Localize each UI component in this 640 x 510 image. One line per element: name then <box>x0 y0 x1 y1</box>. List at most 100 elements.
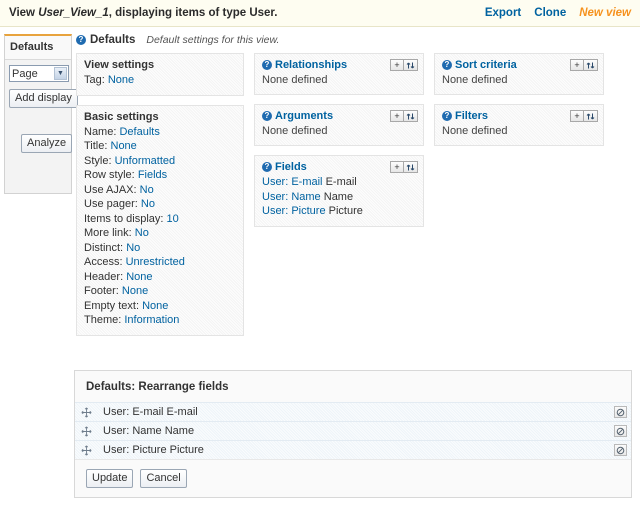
table-row[interactable]: User: Picture Picture <box>75 440 631 459</box>
setting-value-style[interactable]: Unformatted <box>114 154 176 167</box>
setting-label: Row style: <box>84 169 135 181</box>
setting-label: Tag: <box>84 74 105 86</box>
arguments-box: + ? Arguments None defined <box>254 104 424 146</box>
field-link-picture[interactable]: User: Picture <box>262 205 326 217</box>
setting-value-theme[interactable]: Information <box>124 314 180 326</box>
rearrange-fields-icon[interactable] <box>404 161 418 173</box>
sidebar-title: Defaults <box>5 36 71 60</box>
add-field-button[interactable]: + <box>390 161 404 173</box>
setting-label: Use AJAX: <box>84 183 137 196</box>
setting-value-name[interactable]: Defaults <box>119 125 160 138</box>
drag-handle-icon[interactable] <box>81 444 92 456</box>
setting-row: Empty text: None <box>84 299 236 314</box>
arguments-title[interactable]: ? Arguments <box>262 110 416 122</box>
rearrange-fields-title: Defaults: Rearrange fields <box>86 381 229 393</box>
relationships-box: + ? Relationships None defined <box>254 53 424 95</box>
add-display-button[interactable]: Add display <box>9 89 78 108</box>
setting-value-use-ajax[interactable]: No <box>139 183 154 196</box>
field-link-name[interactable]: User: Name <box>262 190 321 203</box>
arguments-title-label: Arguments <box>275 110 334 122</box>
export-link[interactable]: Export <box>484 7 522 19</box>
help-icon[interactable]: ? <box>262 111 272 121</box>
help-icon[interactable]: ? <box>262 60 272 70</box>
rearrange-arguments-icon[interactable] <box>404 110 418 122</box>
setting-row: Style: Unformatted <box>84 154 236 169</box>
setting-value-items-to-display[interactable]: 10 <box>166 212 179 225</box>
sidebar-body: Page ▼ Add display Analyze <box>5 60 78 157</box>
setting-value-row-style[interactable]: Fields <box>137 169 168 181</box>
setting-row: Use pager: No <box>84 197 236 212</box>
filters-empty: None defined <box>442 125 508 137</box>
rearrange-filters-icon[interactable] <box>584 110 598 122</box>
field-link-email[interactable]: User: E-mail <box>262 176 323 188</box>
setting-value-title[interactable]: None <box>110 140 137 152</box>
setting-value-footer[interactable]: None <box>121 285 149 297</box>
display-settings-header: ? Defaults Default settings for this vie… <box>76 32 632 53</box>
filters-title[interactable]: ? Filters <box>442 110 596 122</box>
setting-value-access[interactable]: Unrestricted <box>125 256 185 268</box>
table-row[interactable]: User: Name Name <box>75 421 631 440</box>
remove-field-icon[interactable] <box>614 444 627 456</box>
add-relationship-button[interactable]: + <box>390 59 404 71</box>
drag-handle-icon[interactable] <box>81 425 92 437</box>
remove-field-icon[interactable] <box>614 425 627 437</box>
setting-value-more-link[interactable]: No <box>134 227 149 239</box>
sort-criteria-title[interactable]: ? Sort criteria <box>442 59 596 71</box>
remove-field-icon[interactable] <box>614 406 627 418</box>
setting-value-header[interactable]: None <box>126 270 153 283</box>
field-item: User: Name Name <box>262 190 416 205</box>
view-settings-title: View settings <box>84 59 155 71</box>
view-settings-box: View settings Tag: None <box>76 53 244 96</box>
cancel-button[interactable]: Cancel <box>140 469 187 488</box>
setting-row: Items to display: 10 <box>84 212 236 227</box>
setting-value-use-pager[interactable]: No <box>140 198 155 210</box>
relationships-title[interactable]: ? Relationships <box>262 59 416 71</box>
setting-row: Use AJAX: No <box>84 183 236 198</box>
clone-link[interactable]: Clone <box>534 7 567 19</box>
rearrange-sort-criteria-icon[interactable] <box>584 59 598 71</box>
chevron-down-icon: ▼ <box>54 67 67 80</box>
page-title: Defaults <box>90 34 136 46</box>
rearrange-fields-panel: Defaults: Rearrange fields User: E-mail … <box>74 370 632 498</box>
display-type-select[interactable]: Page ▼ <box>9 65 69 82</box>
help-icon[interactable]: ? <box>442 111 452 121</box>
update-button[interactable]: Update <box>86 469 134 488</box>
display-settings-region: ? Defaults Default settings for this vie… <box>76 32 632 345</box>
add-sort-criterion-button[interactable]: + <box>570 59 584 71</box>
table-row[interactable]: User: E-mail E-mail <box>75 402 631 421</box>
rearrange-row-label: User: E-mail E-mail <box>103 406 198 418</box>
settings-column-right: + ? Sort criteria None defined + <box>434 53 604 155</box>
analyze-button[interactable]: Analyze <box>21 134 73 153</box>
view-status-prefix: View <box>9 7 39 19</box>
view-status-text: View User_View_1, displaying items of ty… <box>9 7 277 19</box>
help-icon[interactable]: ? <box>262 162 272 172</box>
field-text-picture: Picture <box>328 205 363 217</box>
setting-row: Footer: None <box>84 284 236 299</box>
fields-title[interactable]: ? Fields <box>262 161 416 173</box>
setting-row: More link: No <box>84 226 236 241</box>
setting-row: Name: Defaults <box>84 125 236 140</box>
rearrange-row-label: User: Picture Picture <box>103 444 204 456</box>
setting-value-distinct[interactable]: No <box>126 241 141 254</box>
help-icon[interactable]: ? <box>442 60 452 70</box>
settings-columns: View settings Tag: None Basic settings N… <box>76 53 632 345</box>
field-item: User: E-mail E-mail <box>262 175 416 190</box>
setting-row: Header: None <box>84 270 236 285</box>
rearrange-relationships-icon[interactable] <box>404 59 418 71</box>
setting-label: Footer: <box>84 285 119 297</box>
setting-value-tag[interactable]: None <box>107 74 135 86</box>
help-icon[interactable]: ? <box>76 35 86 45</box>
view-status-suffix: , displaying items of type User. <box>108 7 278 19</box>
add-filter-button[interactable]: + <box>570 110 584 122</box>
setting-value-empty-text[interactable]: None <box>142 299 169 312</box>
view-action-links: Export Clone New view <box>485 7 631 19</box>
setting-row: Theme: Information <box>84 313 236 328</box>
add-argument-button[interactable]: + <box>390 110 404 122</box>
drag-handle-icon[interactable] <box>81 406 92 418</box>
setting-label: Distinct: <box>84 241 124 254</box>
filters-box: + ? Filters None defined <box>434 104 604 146</box>
setting-row: Row style: Fields <box>84 168 236 183</box>
new-view-link[interactable]: New view <box>579 7 631 19</box>
fields-title-label: Fields <box>275 161 307 173</box>
relationships-actions: + <box>390 59 418 71</box>
